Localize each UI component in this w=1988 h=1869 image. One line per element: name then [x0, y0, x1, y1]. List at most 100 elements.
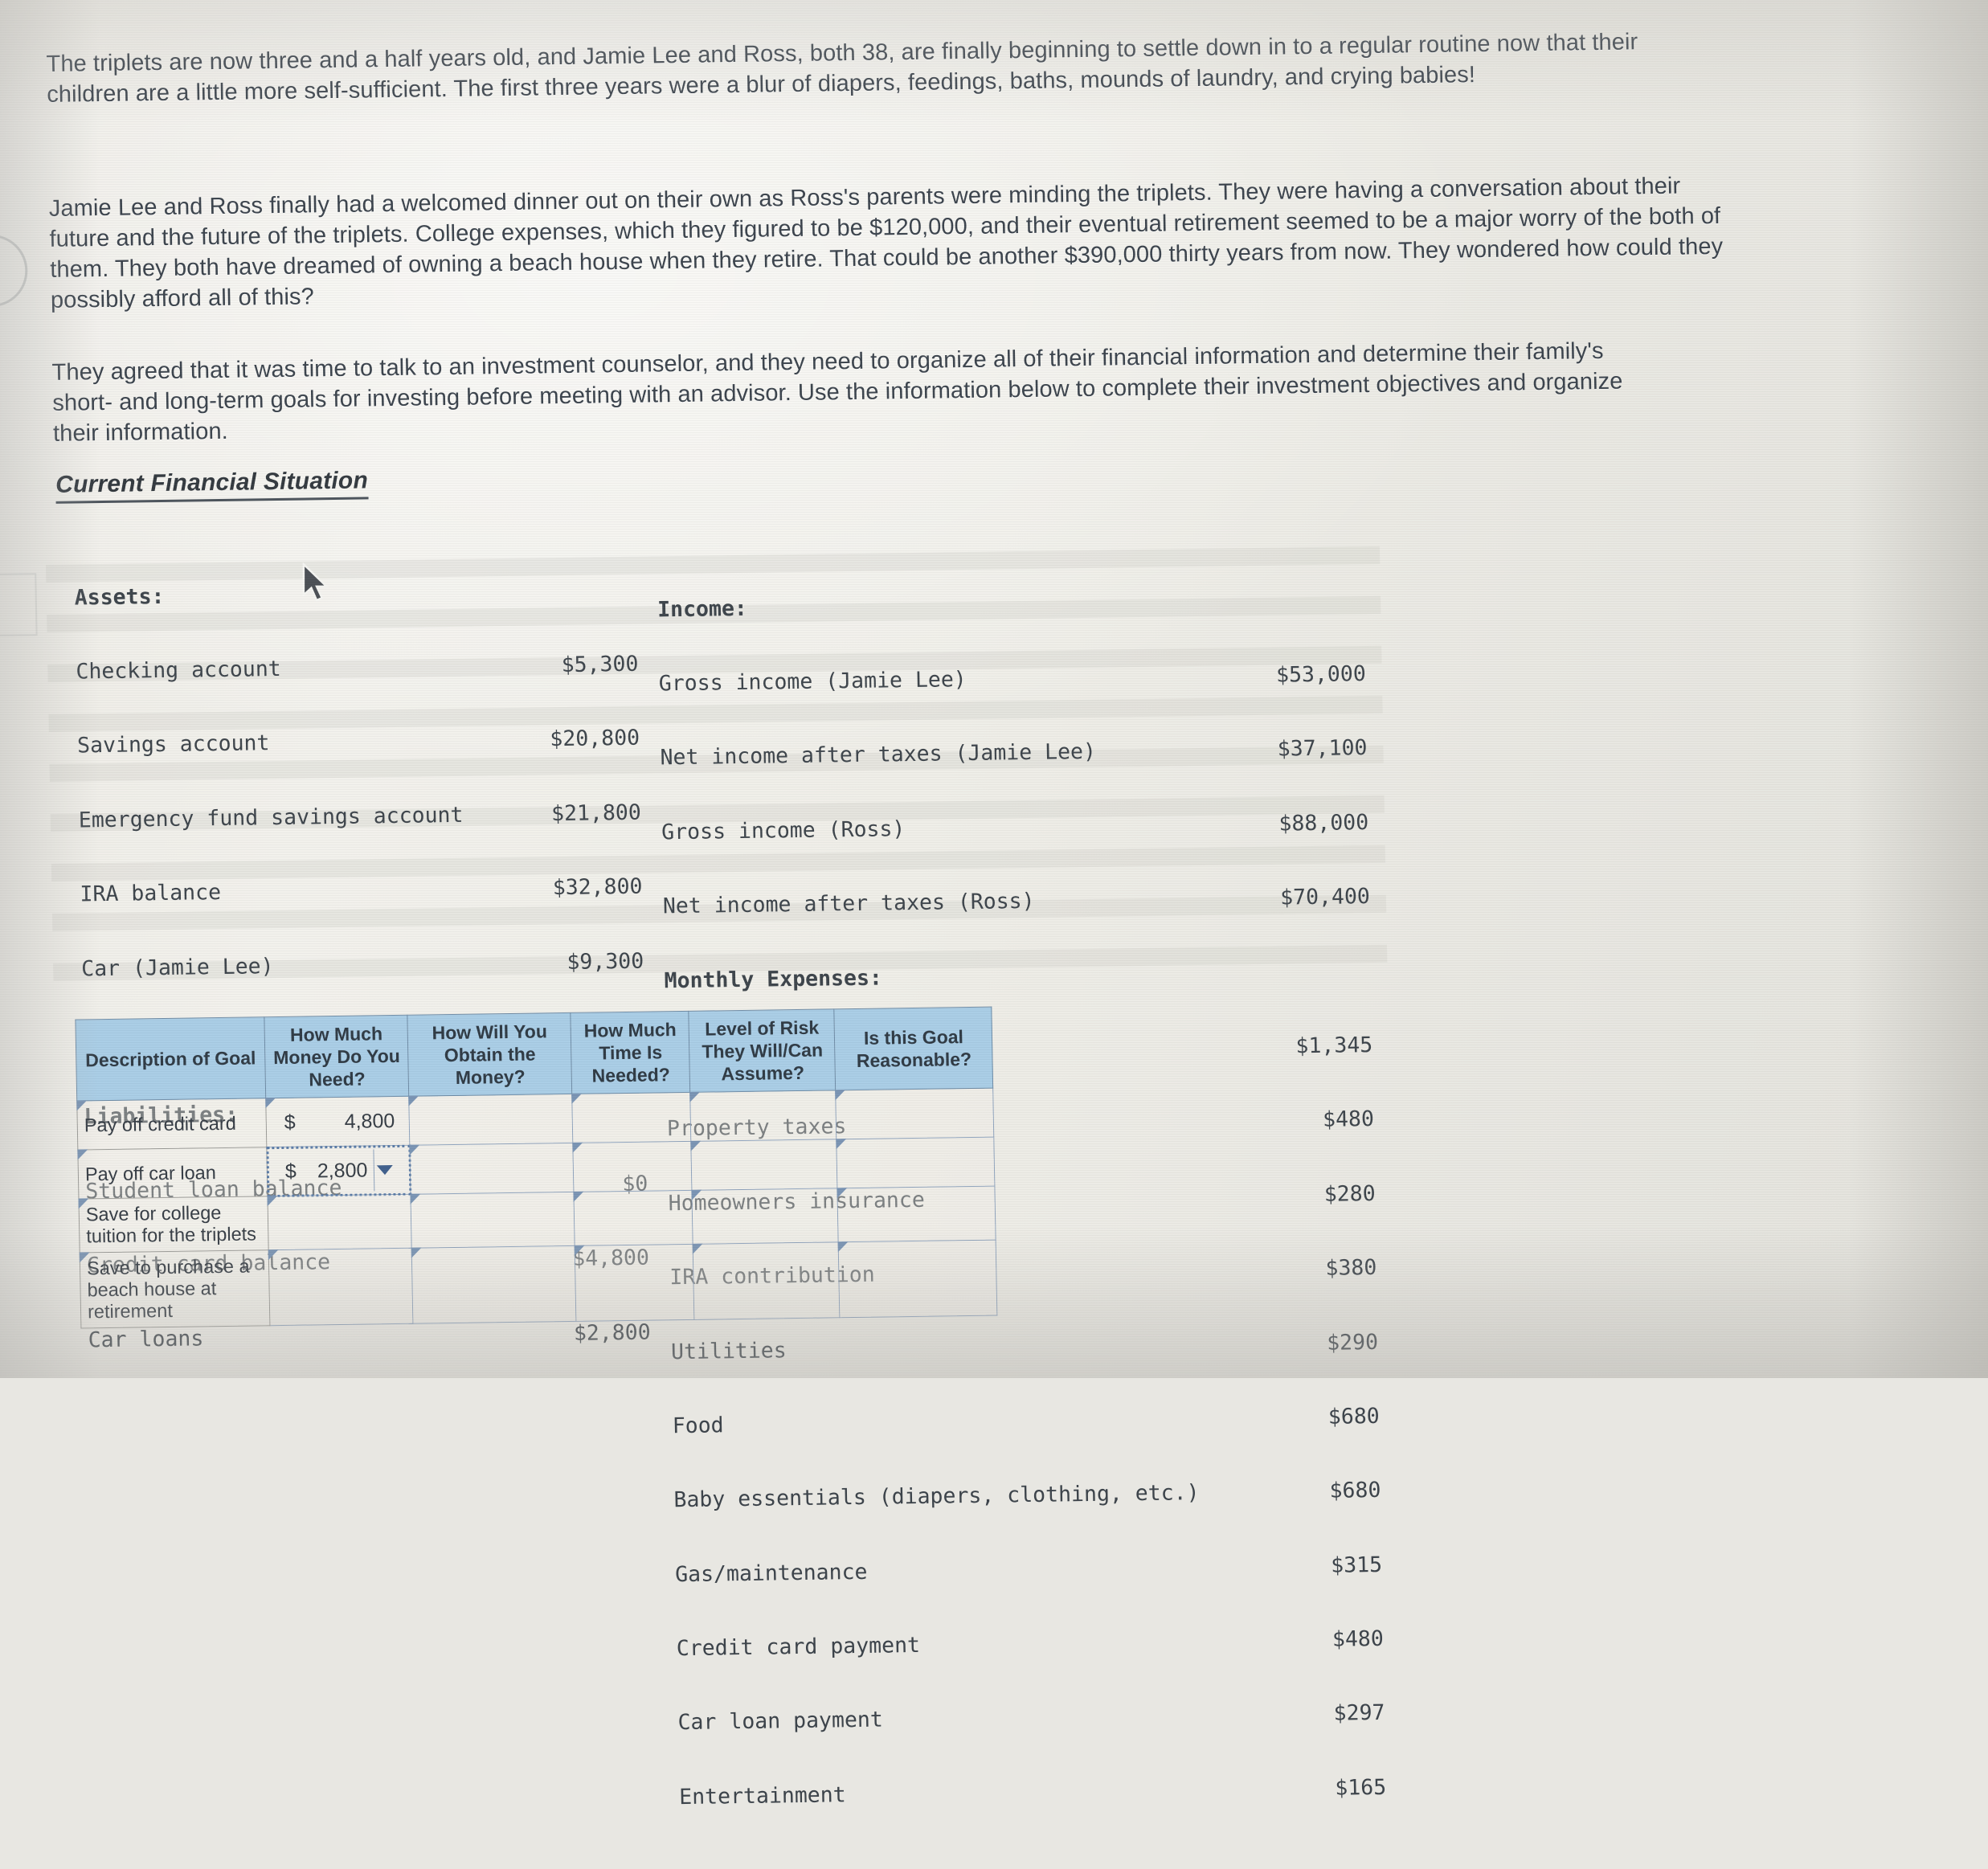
- cell-marker-icon: [691, 1141, 702, 1151]
- assets-heading-row: Assets:: [74, 578, 637, 611]
- asset-label: Checking account: [76, 657, 281, 685]
- income-label: Gross income (Jamie Lee): [659, 668, 967, 697]
- expense-amount: $1,345: [1295, 1033, 1372, 1059]
- column-header-how-much-money: How Much Money Do You Need?: [264, 1015, 409, 1098]
- liability-amount: $2,800: [574, 1320, 651, 1346]
- goal-money-cell[interactable]: [268, 1194, 412, 1249]
- income-amount: $88,000: [1278, 811, 1368, 836]
- column-header-description-of-goal: Description of Goal: [76, 1017, 266, 1101]
- expense-row: Gas/maintenance $315: [675, 1553, 1382, 1588]
- monthly-expenses-heading-row: Monthly Expenses:: [664, 959, 1371, 994]
- assets-heading: Assets:: [74, 585, 164, 611]
- cell-marker-icon: [573, 1143, 583, 1153]
- currency-symbol: $: [284, 1110, 296, 1134]
- goal-description: Save to purchase a beach house at retire…: [80, 1250, 270, 1328]
- currency-symbol: $: [285, 1159, 297, 1183]
- expense-amount: $280: [1324, 1182, 1376, 1208]
- goal-risk-cell[interactable]: [693, 1242, 841, 1320]
- asset-amount: $32,800: [553, 875, 643, 901]
- goal-reasonable-cell[interactable]: [839, 1240, 998, 1318]
- chevron-down-icon[interactable]: [374, 1149, 396, 1191]
- goal-reasonable-cell[interactable]: [837, 1186, 996, 1242]
- goal-risk-cell[interactable]: [692, 1188, 838, 1245]
- goal-time-cell[interactable]: [574, 1190, 693, 1245]
- asset-amount: $9,300: [567, 949, 644, 975]
- cell-marker-icon: [693, 1244, 703, 1254]
- investment-goals-table[interactable]: Description of Goal How Much Money Do Yo…: [75, 1007, 997, 1329]
- income-row: Gross income (Ross) $88,000: [661, 811, 1368, 845]
- income-label: Net income after taxes (Ross): [663, 890, 1035, 919]
- intro-paragraph-2: Jamie Lee and Ross finally had a welcome…: [49, 170, 1739, 316]
- column-header-level-of-risk: Level of Risk They Will/Can Assume?: [689, 1009, 836, 1093]
- expense-row: Baby essentials (diapers, clothing, etc.…: [673, 1478, 1381, 1513]
- cell-marker-icon: [575, 1245, 585, 1256]
- expense-amount: $480: [1323, 1107, 1374, 1133]
- asset-label: Savings account: [77, 732, 270, 759]
- cell-marker-icon: [692, 1190, 702, 1200]
- asset-amount: $5,300: [561, 652, 638, 678]
- goal-obtain-cell[interactable]: [409, 1094, 573, 1145]
- income-amount: $53,000: [1276, 662, 1366, 688]
- goal-time-cell[interactable]: [573, 1141, 692, 1192]
- income-label: Gross income (Ross): [661, 817, 906, 845]
- goal-description: Pay off credit card: [77, 1098, 267, 1150]
- monthly-expenses-heading: Monthly Expenses:: [664, 966, 882, 994]
- expense-label: Entertainment: [679, 1783, 846, 1810]
- cell-marker-icon: [411, 1194, 421, 1204]
- column-header-how-will-you-obtain: How Will You Obtain the Money?: [407, 1012, 572, 1096]
- goal-money-value: 4,800: [344, 1110, 395, 1134]
- asset-label: Car (Jamie Lee): [81, 955, 274, 982]
- asset-label: Emergency fund savings account: [79, 804, 464, 833]
- cell-marker-icon: [836, 1090, 846, 1100]
- asset-row: IRA balance $32,800: [80, 875, 643, 908]
- goal-money-cell-selected[interactable]: $ 2,800: [267, 1145, 411, 1196]
- asset-amount: $20,800: [550, 726, 640, 752]
- income-amount: $70,400: [1280, 885, 1370, 910]
- goal-risk-cell[interactable]: [690, 1090, 837, 1142]
- expense-label: Food: [673, 1413, 724, 1439]
- cell-marker-icon: [77, 1149, 88, 1159]
- section-heading-current-financial-situation: Current Financial Situation: [55, 467, 368, 503]
- goal-risk-cell[interactable]: [691, 1139, 837, 1191]
- income-label: Net income after taxes (Jamie Lee): [660, 740, 1096, 771]
- goal-money-value: 2,800: [317, 1159, 368, 1183]
- expense-row: Car loan payment $297: [677, 1701, 1385, 1736]
- intro-paragraph-3: They agreed that it was time to talk to …: [51, 335, 1660, 449]
- document-content: The triplets are now three and a half ye…: [0, 0, 1988, 1389]
- expense-label: Utilities: [671, 1339, 787, 1365]
- goal-money-cell[interactable]: $ 4,800: [266, 1096, 411, 1147]
- expense-label: Car loan payment: [677, 1708, 883, 1736]
- expense-amount: $165: [1335, 1776, 1386, 1802]
- mouse-cursor: [302, 562, 333, 610]
- cell-marker-icon: [410, 1145, 420, 1155]
- goal-obtain-cell[interactable]: [412, 1245, 577, 1323]
- cell-marker-icon: [690, 1092, 701, 1102]
- cell-marker-icon: [837, 1188, 848, 1198]
- expense-amount: $680: [1329, 1478, 1381, 1504]
- page-edge-circle-decoration: [0, 234, 28, 307]
- expense-amount: $480: [1332, 1627, 1384, 1653]
- expense-label: Credit card payment: [677, 1634, 921, 1662]
- goal-obtain-cell[interactable]: [410, 1143, 574, 1194]
- goal-reasonable-cell[interactable]: [836, 1088, 994, 1139]
- expense-amount: $315: [1331, 1553, 1382, 1579]
- expense-amount: $680: [1328, 1405, 1380, 1430]
- expense-amount: $290: [1327, 1330, 1378, 1356]
- asset-row: Savings account $20,800: [77, 726, 640, 759]
- expense-row: Entertainment $165: [679, 1776, 1386, 1810]
- goal-reasonable-cell[interactable]: [837, 1137, 995, 1188]
- asset-amount: $21,800: [551, 800, 641, 826]
- expense-row: Credit card payment $480: [677, 1627, 1384, 1662]
- column-header-how-much-time: How Much Time Is Needed?: [571, 1011, 690, 1094]
- cell-marker-icon: [574, 1192, 584, 1202]
- asset-row: Car (Jamie Lee) $9,300: [81, 949, 644, 982]
- goal-obtain-cell[interactable]: [411, 1192, 575, 1248]
- goal-description: Pay off car loan: [78, 1147, 268, 1199]
- expense-row: Food $680: [673, 1405, 1380, 1439]
- goal-time-cell[interactable]: [572, 1092, 691, 1143]
- expense-label: Baby essentials (diapers, clothing, etc.…: [673, 1481, 1200, 1513]
- cell-marker-icon: [409, 1096, 419, 1106]
- goal-money-cell[interactable]: [268, 1248, 413, 1325]
- goal-time-cell[interactable]: [575, 1244, 695, 1321]
- expense-row: Utilities $290: [671, 1330, 1378, 1364]
